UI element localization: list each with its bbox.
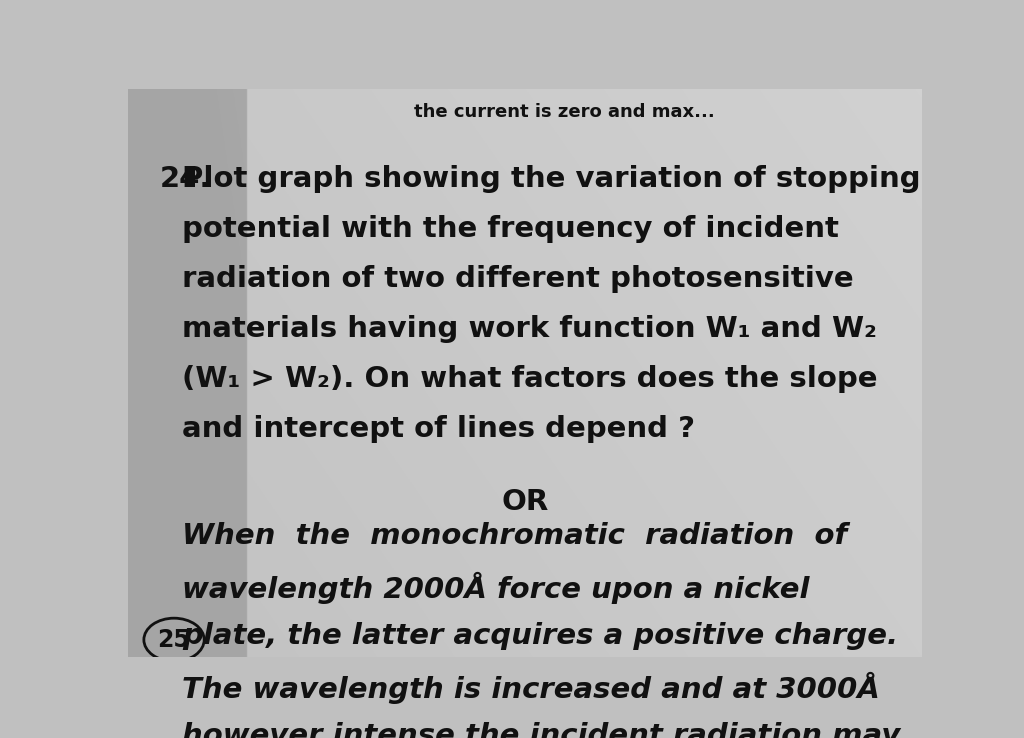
Text: radiation of two different photosensitive: radiation of two different photosensitiv… — [182, 265, 854, 293]
Text: 25: 25 — [158, 628, 190, 652]
Text: When  the  monochromatic  radiation  of: When the monochromatic radiation of — [182, 523, 847, 550]
Text: (W₁ > W₂). On what factors does the slope: (W₁ > W₂). On what factors does the slop… — [182, 365, 878, 393]
Text: wavelength 2000Å force upon a nickel: wavelength 2000Å force upon a nickel — [182, 572, 809, 604]
Text: The wavelength is increased and at 3000Å: The wavelength is increased and at 3000Å — [182, 672, 880, 704]
Text: and intercept of lines depend ?: and intercept of lines depend ? — [182, 415, 695, 444]
Text: materials having work function W₁ and W₂: materials having work function W₁ and W₂ — [182, 315, 877, 343]
Text: potential with the frequency of incident: potential with the frequency of incident — [182, 215, 839, 244]
Text: Plot graph showing the variation of stopping: Plot graph showing the variation of stop… — [182, 165, 921, 193]
Text: plate, the latter acquires a positive charge.: plate, the latter acquires a positive ch… — [182, 622, 898, 650]
Text: however intense the incident radiation may: however intense the incident radiation m… — [182, 723, 900, 738]
Text: 24.: 24. — [160, 165, 211, 193]
Text: OR: OR — [501, 488, 549, 516]
Text: the current is zero and max...: the current is zero and max... — [414, 103, 715, 121]
